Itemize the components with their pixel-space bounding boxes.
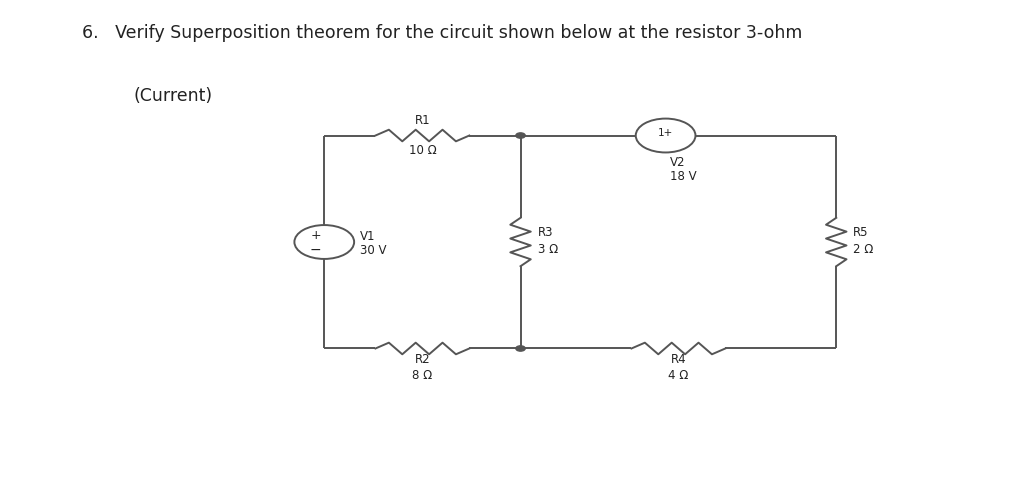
Text: 3 Ω: 3 Ω	[538, 243, 558, 256]
Text: 1+: 1+	[658, 128, 673, 138]
Text: V1: V1	[360, 230, 376, 242]
Text: +: +	[310, 229, 322, 242]
Circle shape	[516, 346, 525, 351]
Text: 18 V: 18 V	[670, 170, 696, 183]
Text: 4 Ω: 4 Ω	[669, 369, 688, 382]
Circle shape	[516, 133, 525, 138]
Text: R3: R3	[538, 226, 553, 239]
Text: R1: R1	[415, 114, 430, 127]
Text: R2: R2	[415, 353, 430, 366]
Text: 2 Ω: 2 Ω	[853, 243, 873, 256]
Text: 30 V: 30 V	[360, 244, 387, 257]
Text: R5: R5	[853, 226, 868, 239]
Text: 8 Ω: 8 Ω	[413, 369, 432, 382]
Text: V2: V2	[670, 156, 685, 169]
Text: 10 Ω: 10 Ω	[409, 144, 436, 157]
Text: R4: R4	[671, 353, 686, 366]
Text: (Current): (Current)	[133, 87, 212, 105]
Text: 6.   Verify Superposition theorem for the circuit shown below at the resistor 3-: 6. Verify Superposition theorem for the …	[82, 24, 802, 42]
Text: −: −	[310, 243, 322, 257]
